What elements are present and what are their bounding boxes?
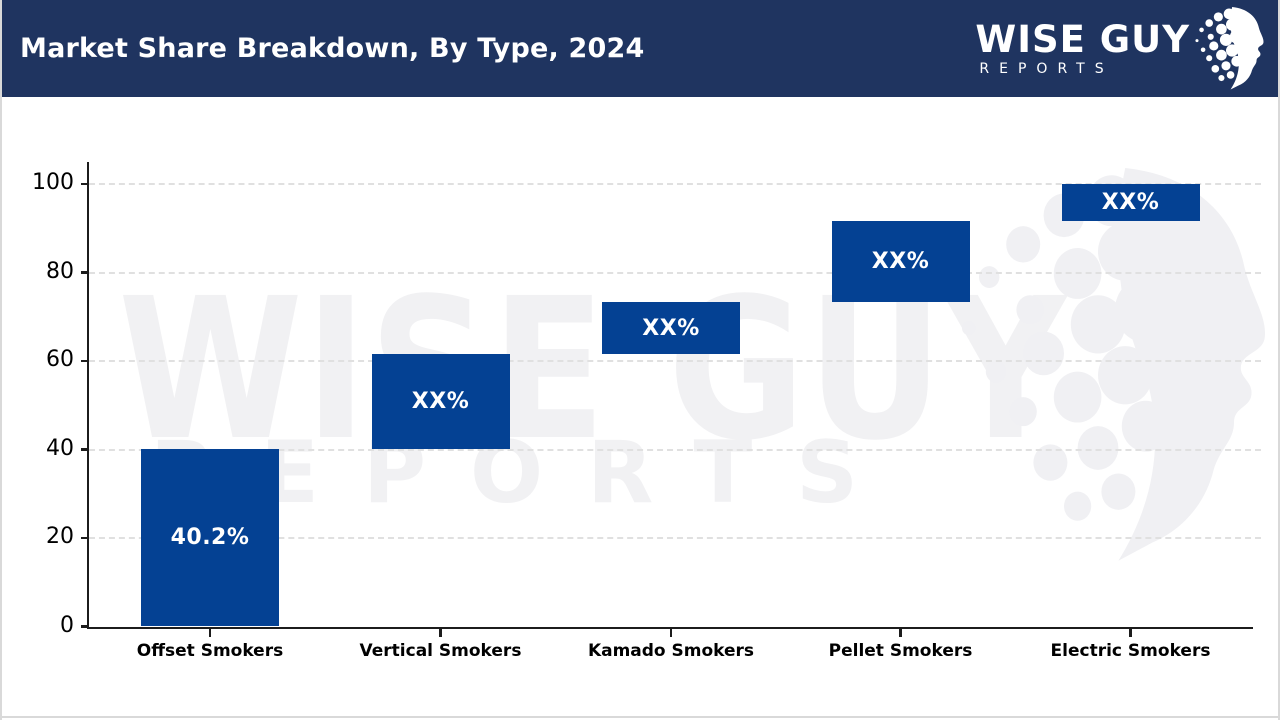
gridline-80 [89,271,1261,274]
bar-value-label-kamado-smokers: XX% [642,315,700,341]
bar-pellet-smokers: XX% [831,221,970,303]
y-tick-label-100: 100 [32,170,74,195]
x-axis-label-kamado-smokers: Kamado Smokers [587,640,755,661]
y-tick-40 [81,448,89,451]
brand-subname: REPORTS [979,61,1114,77]
waterfall-chart: 0 20 40 60 80 100 40.2% Offset Smokers XX% Vertic… [0,97,1280,720]
bar-value-label-offset-smokers: 40.2% [170,525,250,551]
x-tick-offset-smokers [208,629,212,637]
brand-text: WISE GUY REPORTS [975,21,1190,77]
y-tick-label-20: 20 [46,524,74,549]
x-tick-vertical-smokers [439,629,442,637]
brand-dotted-head-icon [1195,7,1264,90]
y-tick-0 [81,625,89,628]
x-axis-label-vertical-smokers: Vertical Smokers [359,640,522,661]
y-tick-60 [81,359,89,363]
bar-electric-smokers: XX% [1061,184,1200,222]
x-axis-line [86,626,1253,629]
y-tick-20 [81,536,89,540]
gridline-100 [89,183,1261,185]
bar-value-label-pellet-smokers: XX% [871,249,930,275]
y-tick-label-60: 60 [46,347,74,372]
x-axis-label-electric-smokers: Electric Smokers [1050,640,1211,661]
y-tick-80 [81,271,89,274]
bar-kamado-smokers: XX% [602,302,740,355]
frame-edge-bottom [0,716,1280,718]
gridline-20 [89,537,1261,539]
header-band: Market Share Breakdown, By Type, 2024 WI… [0,0,1280,97]
gridline-60 [89,360,1261,362]
brand-logo: WISE GUY REPORTS [975,6,1266,92]
y-tick-100 [81,182,89,186]
brand-name: WISE GUY [975,18,1190,61]
frame-edge-right [1278,0,1280,720]
x-axis-label-pellet-smokers: Pellet Smokers [828,640,973,661]
y-tick-label-80: 80 [46,258,74,284]
x-axis-label-offset-smokers: Offset Smokers [136,640,284,661]
page-title: Market Share Breakdown, By Type, 2024 [20,33,645,64]
x-tick-kamado-smokers [669,629,673,637]
x-tick-pellet-smokers [899,629,902,637]
bar-value-label-electric-smokers: XX% [1101,190,1160,216]
gridline-40 [89,448,1261,451]
y-tick-label-0: 0 [60,612,74,638]
bar-value-label-vertical-smokers: XX% [411,388,470,414]
y-tick-label-40: 40 [46,435,74,461]
bar-offset-smokers: 40.2% [141,448,279,627]
bar-vertical-smokers: XX% [371,354,510,449]
frame-edge-left [0,0,2,720]
y-axis-line [86,162,89,629]
x-tick-electric-smokers [1129,629,1132,637]
